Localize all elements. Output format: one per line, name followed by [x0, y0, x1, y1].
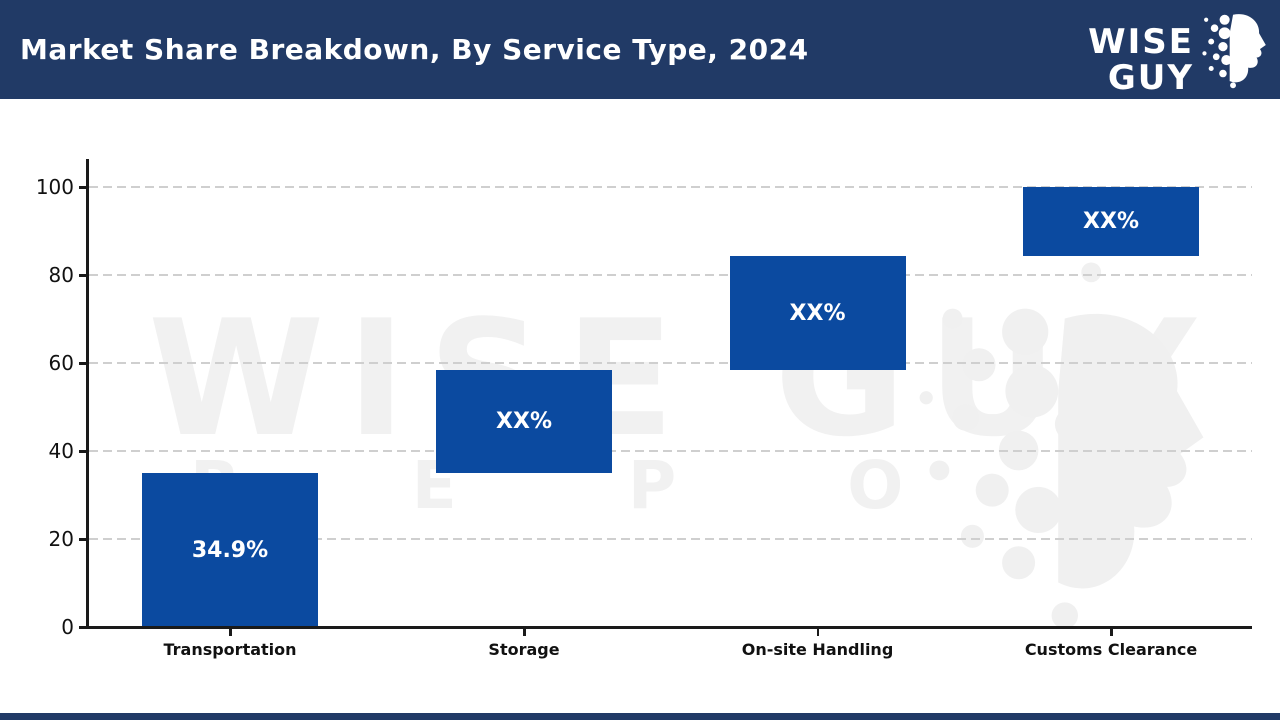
x-tick-mark	[523, 629, 526, 636]
logo-head-icon	[1202, 14, 1266, 89]
x-tick-label-storage: Storage	[488, 640, 560, 659]
y-axis-line	[86, 159, 89, 629]
bar-on-site-handling: XX%	[729, 256, 906, 371]
y-tick-label-0: 0	[61, 615, 74, 639]
gridline-100	[89, 186, 1252, 188]
bar-value-label: XX%	[789, 300, 846, 326]
y-tick-mark	[79, 450, 87, 453]
y-tick-mark	[79, 274, 87, 277]
bar-value-label: XX%	[496, 409, 552, 435]
y-tick-mark	[79, 186, 87, 189]
x-tick-mark	[1110, 629, 1113, 636]
gridline-20	[89, 538, 1252, 540]
y-tick-mark	[79, 626, 87, 629]
gridline-80	[89, 274, 1252, 276]
y-tick-mark	[79, 362, 87, 365]
watermark-head-icon	[919, 262, 1204, 629]
logo-text: WISE GUY REPORTS	[1016, 24, 1194, 114]
bar-customs-clearance: XX%	[1023, 187, 1199, 257]
bar-storage: XX%	[436, 370, 612, 474]
x-tick-label-customs-clearance: Customs Clearance	[1024, 640, 1198, 659]
gridline-60	[89, 362, 1252, 364]
y-tick-label-80: 80	[48, 263, 74, 287]
bar-value-label: XX%	[1083, 209, 1139, 235]
logo-subtitle: REPORTS	[1071, 98, 1194, 113]
x-tick-mark	[816, 629, 819, 636]
x-axis-line	[86, 626, 1252, 629]
y-tick-label-60: 60	[48, 351, 74, 375]
logo-wordmark: WISE GUY	[1088, 22, 1194, 98]
wise-guy-logo: WISE GUY REPORTS	[1016, 6, 1266, 113]
page-title: Market Share Breakdown, By Service Type,…	[20, 33, 809, 66]
x-tick-mark	[229, 629, 232, 636]
y-tick-label-20: 20	[48, 527, 74, 551]
y-tick-label-40: 40	[48, 439, 74, 463]
x-tick-label-transportation: Transportation	[163, 640, 297, 659]
y-tick-label-100: 100	[35, 175, 74, 199]
gridline-40	[89, 450, 1252, 452]
y-tick-mark	[79, 538, 87, 541]
chart-area: WISE GUY R E P O R T S 02040608010034.9%…	[0, 99, 1280, 713]
bar-transportation: 34.9%	[142, 473, 318, 627]
bar-value-label: 34.9%	[191, 537, 269, 563]
header-bar: Market Share Breakdown, By Service Type,…	[0, 0, 1280, 113]
x-tick-label-on-site-handling: On-site Handling	[741, 640, 894, 659]
footer-bar	[0, 713, 1280, 720]
